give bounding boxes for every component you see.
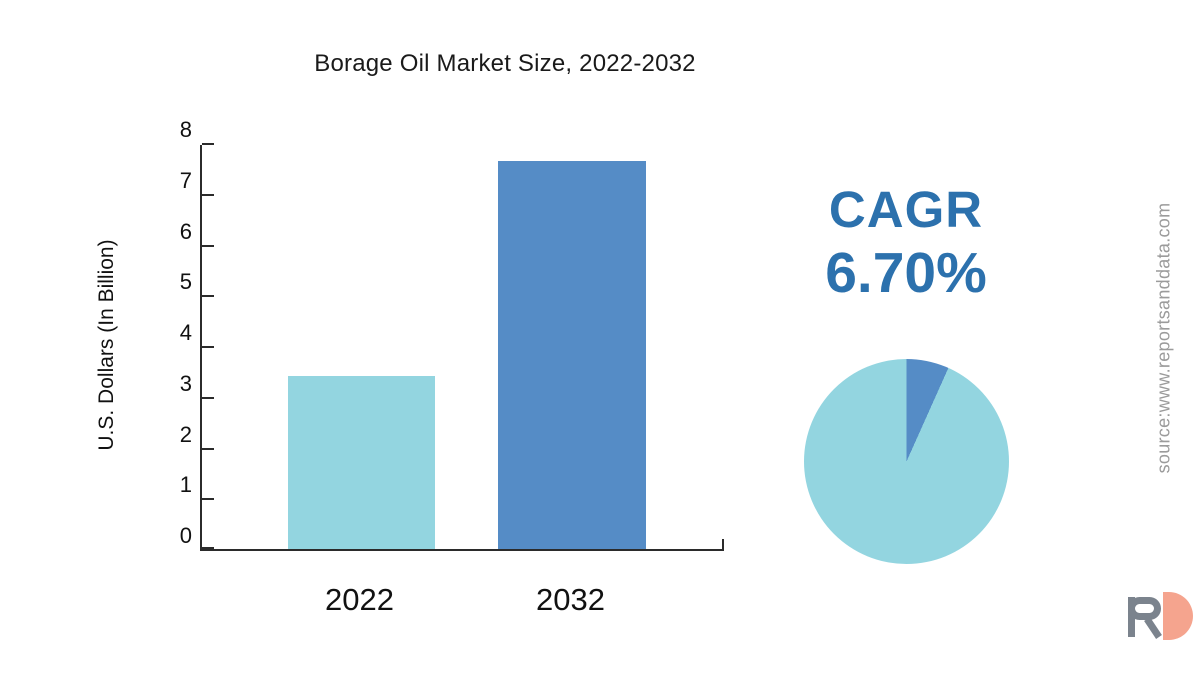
y-tick-label-8: 8: [179, 117, 192, 142]
bar-2022: [288, 376, 435, 549]
y-tick-label-6: 6: [179, 218, 192, 244]
logo-letter-r: [1128, 597, 1162, 639]
y-tick-mark-6: [202, 244, 214, 247]
y-tick-label-0: 0: [179, 523, 192, 548]
cagr-label: CAGR: [828, 181, 984, 238]
y-tick-mark-3: [202, 396, 214, 399]
y-tick-mark-7: [202, 193, 214, 196]
y-tick-label-3: 3: [179, 370, 192, 396]
y-tick-label-2: 2: [179, 421, 192, 447]
source-attribution: source:www.reportsanddata.com: [1153, 202, 1174, 474]
y-tick-mark-2: [202, 447, 214, 450]
y-tick-label-1: 1: [179, 472, 192, 498]
chart-title: Borage Oil Market Size, 2022-2032: [314, 50, 696, 77]
x-tick-label-2032: 2032: [536, 582, 605, 617]
y-tick-label-5: 5: [179, 269, 192, 295]
y-tick-mark-4: [202, 346, 214, 348]
y-tick-label-7: 7: [179, 167, 192, 193]
y-tick-mark-5: [202, 295, 214, 298]
y-tick-mark-0: [202, 547, 214, 549]
x-tick-label-2022: 2022: [325, 582, 394, 617]
y-tick-mark-1: [202, 498, 214, 501]
cagr-pie-chart: [804, 359, 1009, 564]
x-axis-end-tick: [722, 539, 724, 549]
reports-and-data-logo: [1128, 592, 1193, 640]
y-tick-label-4: 4: [179, 320, 192, 345]
bar-chart-plot-area: 0 1 2 3 4 5 6 7 8: [180, 117, 724, 551]
y-axis-label: U.S. Dollars (In Billion): [95, 239, 118, 451]
cagr-callout: CAGR 6.70%: [783, 181, 1029, 309]
cagr-value: 6.70%: [825, 241, 987, 306]
bar-2032: [498, 160, 646, 549]
y-tick-mark-8: [202, 143, 214, 145]
logo-letter-d: [1163, 592, 1193, 640]
